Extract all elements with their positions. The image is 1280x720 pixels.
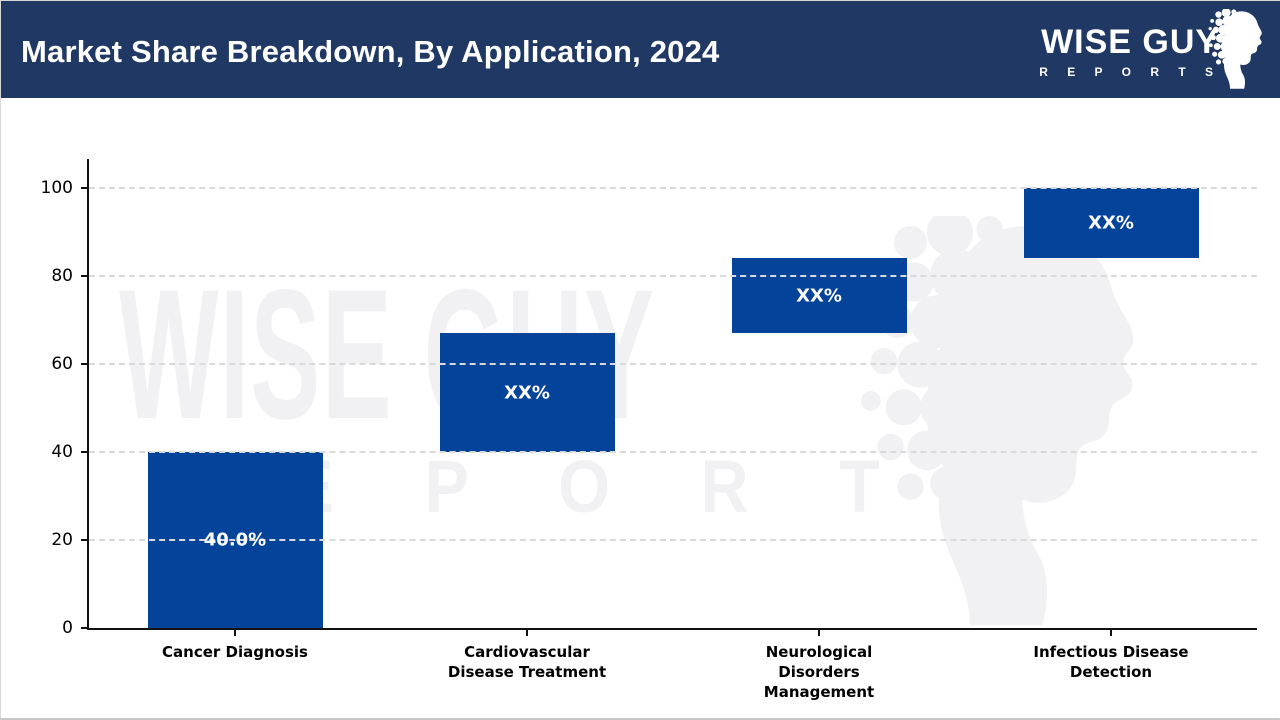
y-axis-line [87, 159, 89, 630]
logo-wordmark: WISE GUY [1041, 23, 1220, 61]
gridline [89, 451, 1257, 453]
bar-segment [731, 258, 907, 334]
category-label: Cardiovascular Disease Treatment [447, 643, 607, 681]
dotted-head-icon [1208, 9, 1262, 89]
y-tick-label: 0 [62, 618, 73, 638]
bar-value-label: XX% [796, 285, 842, 307]
logo-subtext: R E P O R T S [1039, 65, 1221, 79]
category-label: Cancer Diagnosis [162, 643, 308, 661]
wiseguy-logo: WISE GUY R E P O R T S [1021, 7, 1271, 95]
category-label: Infectious Disease Detection [1033, 643, 1189, 681]
y-tick-mark [81, 539, 89, 541]
y-tick-label: 100 [40, 178, 73, 198]
bar-value-label: 40.0% [203, 529, 267, 551]
logo-text: WISE GUY R E P O R T S [1039, 23, 1221, 79]
chart-title: Market Share Breakdown, By Application, … [21, 34, 720, 69]
y-tick-mark [81, 363, 89, 365]
gridline [89, 539, 1257, 541]
x-tick-mark [1110, 628, 1112, 636]
bar-value-label: XX% [504, 382, 550, 404]
y-tick-label: 80 [51, 266, 73, 286]
plot: 40.0% XX% XX% XX% 0 20 40 60 80 100 Cancer Diagnos… [1, 98, 1280, 718]
y-tick-label: 60 [51, 354, 73, 374]
y-tick-mark [81, 187, 89, 189]
gridline [89, 275, 1257, 277]
y-tick-mark [81, 275, 89, 277]
chart-area: WISE GUY R E P O R T S 40.0% XX% XX% XX% 0 20… [1, 98, 1280, 718]
x-tick-mark [818, 628, 820, 636]
bar-value-label: XX% [1088, 212, 1134, 234]
x-tick-mark [234, 628, 236, 636]
y-tick-mark [81, 451, 89, 453]
gridline [89, 187, 1257, 189]
bar-segment [439, 333, 615, 452]
y-tick-mark [81, 627, 89, 629]
y-tick-label: 20 [51, 530, 73, 550]
gridline [89, 363, 1257, 365]
x-tick-mark [526, 628, 528, 636]
y-tick-label: 40 [51, 442, 73, 462]
x-axis-line [87, 628, 1257, 630]
bar-segment [1023, 188, 1199, 259]
header-bar: Market Share Breakdown, By Application, … [1, 1, 1280, 98]
category-label: Neurological Disorders Management [763, 643, 875, 701]
